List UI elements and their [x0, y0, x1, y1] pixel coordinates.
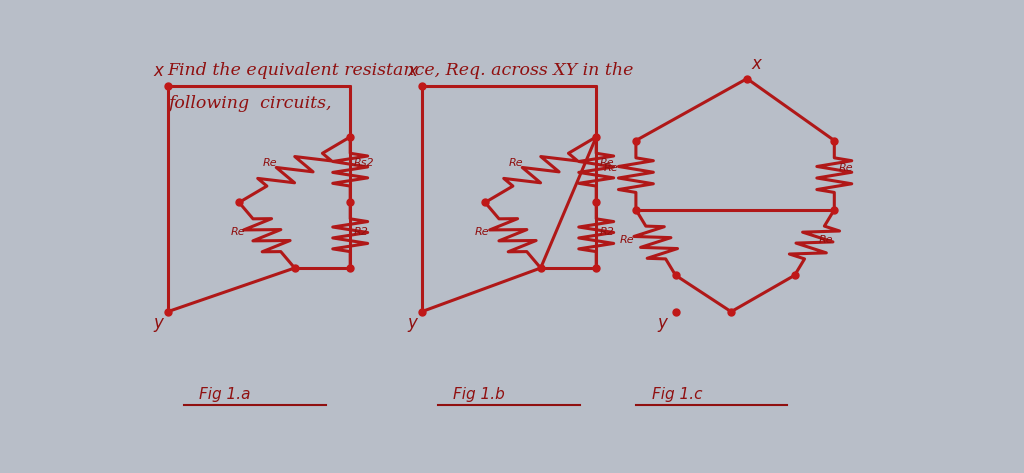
Text: Fig 1.a: Fig 1.a: [200, 387, 251, 402]
Text: Find the equivalent resistance, Req. across XY in the: Find the equivalent resistance, Req. acr…: [168, 62, 634, 79]
Text: Re: Re: [263, 158, 278, 168]
Text: Re: Re: [509, 158, 523, 168]
Text: R2: R2: [354, 227, 369, 237]
Text: Re: Re: [818, 235, 834, 245]
Text: x: x: [408, 62, 418, 80]
Text: Re: Re: [475, 227, 489, 237]
Text: following  circuits,: following circuits,: [168, 95, 331, 112]
Text: y: y: [657, 314, 668, 332]
Text: Re: Re: [839, 164, 853, 174]
Text: Re: Re: [620, 235, 635, 245]
Text: y: y: [408, 314, 418, 332]
Text: y: y: [154, 314, 164, 332]
Text: Re: Re: [604, 164, 618, 174]
Text: Fig 1.c: Fig 1.c: [652, 387, 702, 402]
Text: x: x: [751, 55, 761, 73]
Text: R2: R2: [600, 227, 615, 237]
Text: Rs2: Rs2: [354, 158, 375, 168]
Text: Re: Re: [231, 227, 246, 237]
Text: Fig 1.b: Fig 1.b: [454, 387, 505, 402]
Text: x: x: [154, 62, 164, 80]
Text: Re: Re: [600, 158, 614, 168]
